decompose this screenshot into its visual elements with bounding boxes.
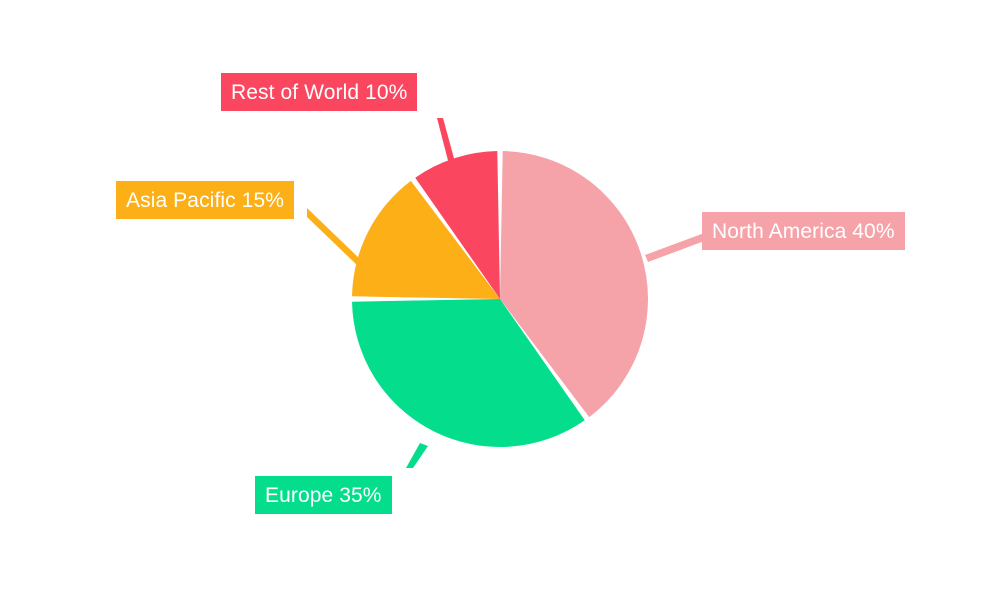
slice-label-rest-of-world-text: Rest of World 10% [231,80,408,104]
leader-line-north-america [645,232,707,262]
pie-slice-rest-of-world[interactable] [415,151,500,299]
leader-line-asia-pacific [307,208,362,266]
pie-slice-asia-pacific[interactable] [352,180,500,299]
pie-slice-europe[interactable] [352,299,585,448]
slice-label-europe-text: Europe 35% [265,483,382,507]
slice-label-asia-pacific: Asia Pacific 15% [116,181,295,219]
leader-line-europe [406,443,428,468]
slice-label-north-america: North America 40% [702,212,905,250]
pie-slice-north-america[interactable] [500,151,649,418]
pie-slices [352,151,649,448]
slice-label-rest-of-world: Rest of World 10% [221,73,418,111]
slice-label-europe: Europe 35% [255,476,392,514]
slice-label-asia-pacific-text: Asia Pacific 15% [126,188,285,212]
slice-label-north-america-text: North America 40% [712,219,895,243]
